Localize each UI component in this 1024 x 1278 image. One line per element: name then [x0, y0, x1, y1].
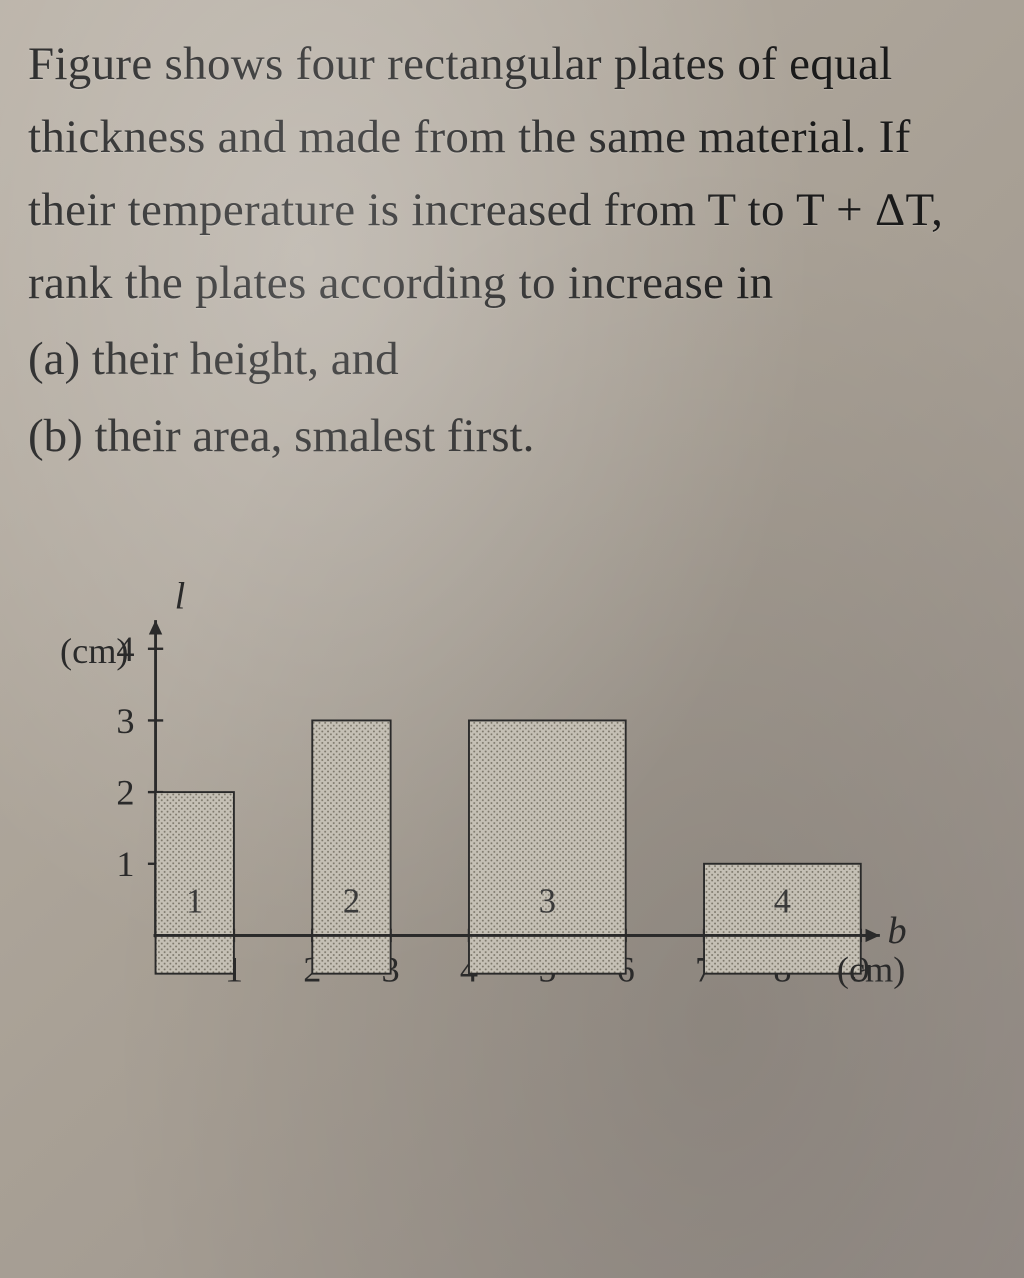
- question-part-b: (b) their area, smalest first.: [20, 400, 1004, 473]
- bar-label: 1: [186, 883, 203, 921]
- bar-chart: 12341234567891234l(cm)b(cm): [20, 533, 920, 1013]
- question-part-a: (a) their height, and: [20, 323, 1004, 396]
- y-axis-label: l: [175, 576, 186, 618]
- svg-text:1: 1: [116, 844, 134, 884]
- chart-svg: 12341234567891234l(cm)b(cm): [60, 533, 920, 1013]
- y-axis-unit: (cm): [60, 631, 129, 671]
- bar-label: 2: [343, 883, 360, 921]
- svg-text:3: 3: [116, 701, 134, 741]
- svg-text:2: 2: [116, 773, 134, 813]
- x-axis-unit: (cm): [837, 949, 906, 989]
- bar-label: 4: [774, 883, 791, 921]
- bar-label: 3: [539, 883, 556, 921]
- question-main: Figure shows four rectangular plates of …: [20, 28, 1004, 319]
- x-axis-label: b: [888, 910, 907, 952]
